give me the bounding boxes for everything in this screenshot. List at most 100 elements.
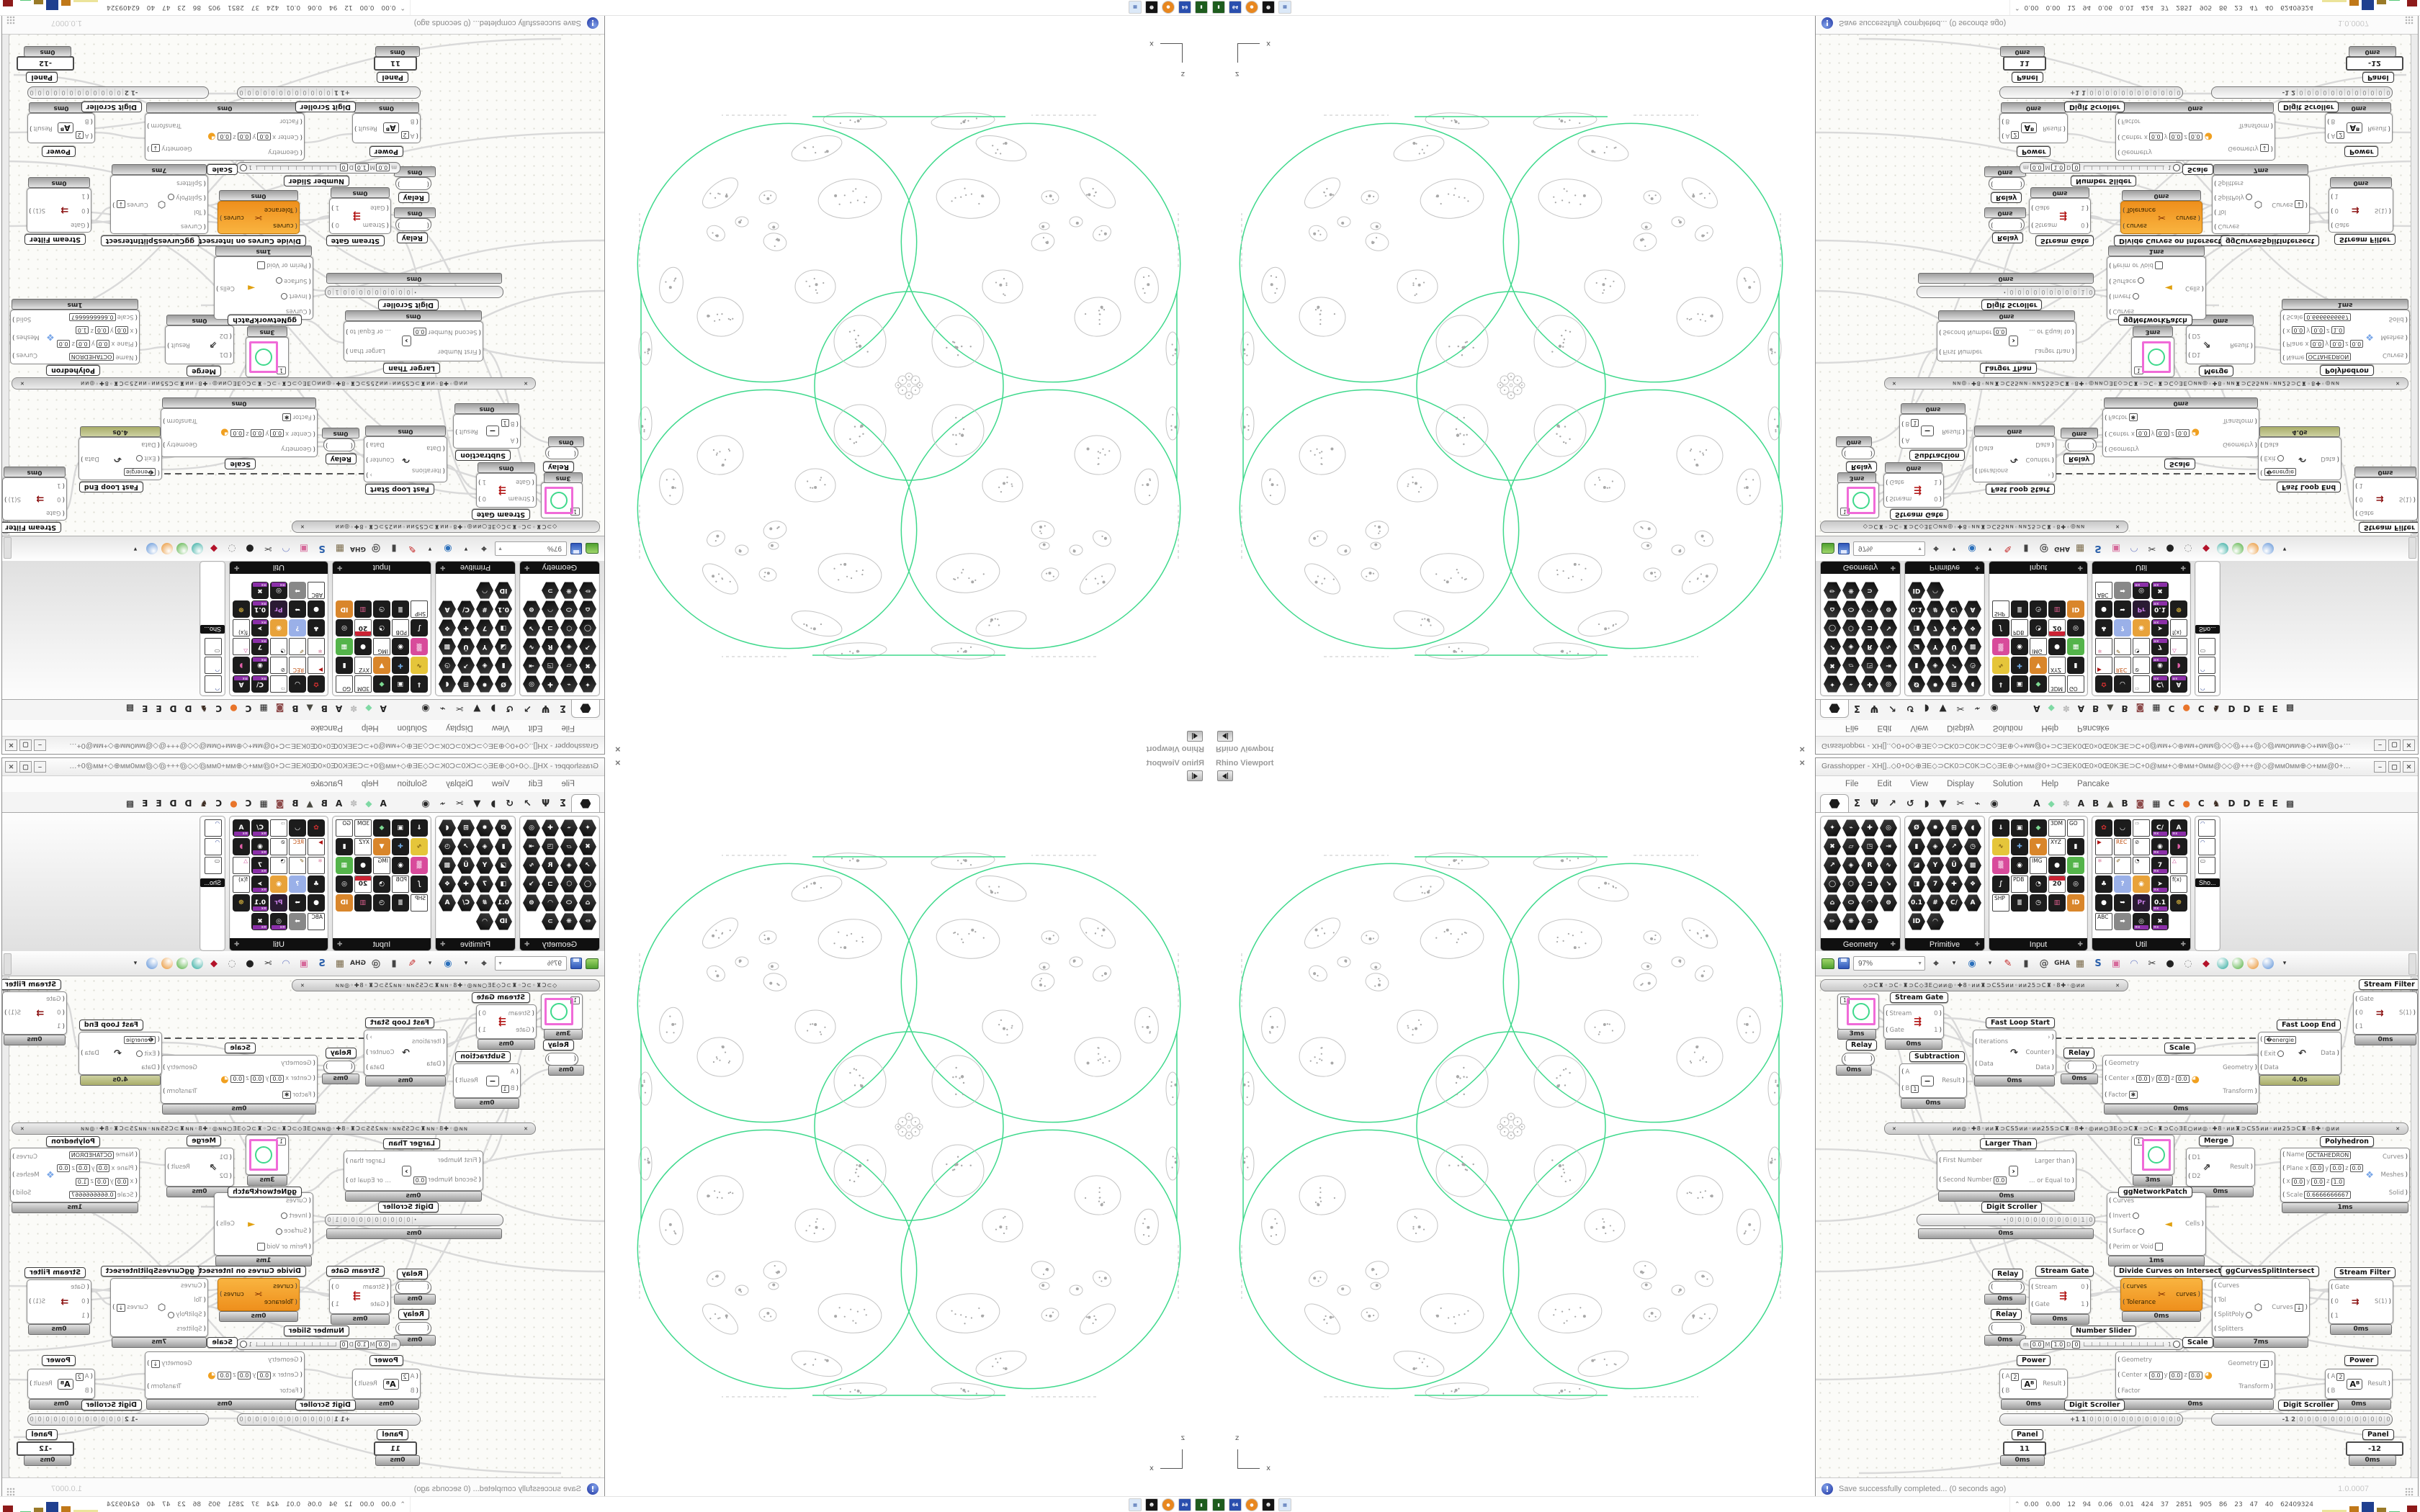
tab-plugin-1[interactable]: ◆ [365,798,372,809]
palette-icon[interactable]: 7 ≡x [251,857,269,874]
palette-icon[interactable]: ◔ [270,857,287,874]
palette-icon[interactable]: ▮ [336,657,353,674]
palette-icon[interactable]: ● [2048,638,2066,655]
tab-category-5[interactable]: ▼ [473,798,481,809]
calculator-tray-icon[interactable]: ▦ [1129,1,1142,14]
title-bar[interactable]: Grasshopper - XH[]..◇0+0◇⊕ƎE◇⊃CK0⊃C0K⊃C◇… [2,758,604,776]
palette-icon[interactable]: ◨ [1908,619,1925,636]
palette-icon[interactable]: ⊘ [2133,657,2150,674]
palette-icon[interactable]: ↗ [579,857,596,874]
digit-scroller[interactable]: · 0 0 0 0 0 0 0 0 0 1 0 [325,1214,503,1226]
menu-item-display[interactable]: Display [446,780,473,788]
ball-green-button[interactable] [176,543,188,554]
palette-expand-icon[interactable]: ✚ [234,564,240,572]
palette-icon[interactable]: ≣ [2011,894,2028,912]
palette-icon[interactable]: ◉ ≡x [251,838,269,855]
gem-red-button[interactable]: ◆ [2202,958,2210,969]
palette-icon[interactable]: ⇨ [2133,819,2150,837]
relay-node[interactable]: () [1989,177,2025,190]
box-display-button[interactable]: ▮ [2023,543,2029,554]
calculator-tray-icon[interactable]: ▦ [1278,1,1291,14]
palette-icon[interactable]: ⊃ [1861,913,1878,930]
palette-icon[interactable]: ◈ [560,638,578,655]
palette-icon[interactable]: ▩ [1964,857,1981,874]
palette-icon[interactable]: ☸ [2170,894,2187,912]
palette-caption-primitive[interactable]: Primitive ✚ [436,562,515,574]
palette-icon[interactable]: ◳ [542,657,559,674]
palette-icon[interactable]: ◠ [1861,894,1878,912]
palette-icon[interactable]: ABC [2095,913,2112,930]
palette-icon[interactable]: ✿ [2095,819,2112,837]
tab-plugin-10[interactable]: ● [230,703,238,714]
palette-icon[interactable]: ✿ [2095,675,2112,693]
palette-icon[interactable]: ▒ [1992,857,2009,874]
menu-item-help[interactable]: Help [2041,724,2059,732]
palette-icon[interactable]: ✖ [1824,657,1841,674]
tab-category-7[interactable]: ⌁ [1974,703,1981,714]
component-label[interactable]: Relay [1846,1040,1878,1050]
palette-caption-geometry[interactable]: Geometry ✚ [520,938,599,950]
palette-icon[interactable]: ABC [308,582,325,599]
palette-icon[interactable]: Pr [2133,894,2150,912]
rhino-viewport[interactable]: Rhino Viewport ✕ z x [1210,756,1814,1496]
palette-icon[interactable]: ⌁ [1842,675,1860,693]
balloon-button[interactable]: ◠ [2130,958,2138,969]
palette-icon[interactable]: IMG [373,638,390,655]
minimize-button[interactable]: – [2374,739,2386,751]
tab-plugin-8[interactable]: ▦ [2152,703,2161,714]
palette-icon[interactable]: ⇓ [1992,675,2009,693]
component-label[interactable]: Polyhedron [46,365,100,376]
palette-expand-icon[interactable]: ✚ [524,940,530,948]
component-label[interactable]: Digit Scroller [1981,300,2043,310]
palette-caption-util[interactable]: Util ✚ [2092,938,2190,950]
palette-icon[interactable]: ⊞ [457,675,475,693]
palette-icon[interactable]: ⊜ [523,600,540,618]
component-label[interactable]: ggCurvesSplitIntersect [2220,235,2320,246]
palette-icon[interactable]: ❋ [560,582,578,599]
palette-icon[interactable]: 7 ≡x [251,638,269,655]
box-display-button[interactable]: ▮ [2023,958,2029,969]
zoom-caret[interactable]: ▾ [1952,545,1956,552]
component-label[interactable]: Relay [325,454,357,464]
palette-icon[interactable]: ◆ [2030,819,2047,837]
stream-filter-node[interactable]: (Gate(0(1 ⇉ S(1)) [2353,477,2418,521]
palette-icon[interactable]: ⊃ [542,582,559,599]
palette-icon[interactable]: ✚ [2011,838,2028,855]
palette-icon[interactable]: C/≡x [2151,675,2169,693]
resize-grip[interactable] [6,1488,15,1496]
menu-item-edit[interactable]: Edit [528,724,543,732]
panel-node[interactable]: -12 [2346,56,2403,71]
tab-category-0[interactable]: Σ [560,798,566,809]
panel-node[interactable]: -12 [17,1441,74,1456]
palette-icon[interactable]: △ [233,857,250,874]
ball-teal-button[interactable] [192,543,203,554]
maximize-button[interactable]: ▢ [19,739,32,751]
palette-icon[interactable]: Pr [270,894,287,912]
palette-icon[interactable]: ◷ [439,657,456,674]
component-label[interactable]: Digit Scroller [81,1400,142,1410]
tab-plugin-11[interactable]: C [2197,798,2205,809]
component-label[interactable]: Scale [2164,1043,2195,1053]
package-button[interactable]: ▣ [2111,958,2121,969]
canvas-scrollbar[interactable] [2411,976,2418,1477]
palette-icon[interactable]: # [1927,600,1944,618]
component-label[interactable]: Stream Filter [24,234,86,245]
palette-icon[interactable]: ▶ [2095,838,2112,855]
component-label[interactable]: Divide Curves on Intersects [2114,235,2231,246]
palette-icon[interactable]: ▭ [205,857,222,874]
palette-icon[interactable]: ↘ [1880,619,1897,636]
remote-control-button[interactable]: @ [371,958,381,969]
palette-icon[interactable]: ◪ [495,857,512,874]
menu-item-view[interactable]: View [1910,724,1929,732]
tab-category-3[interactable]: ↺ [506,703,514,714]
palette-icon[interactable]: Y [1927,857,1944,874]
fast-loop-start-node[interactable]: (Iterations(Data ↷ ›) Counter) Data) [1973,1030,2056,1076]
palette-icon[interactable]: ◗ [2170,838,2187,855]
relay-node[interactable]: () [395,1281,431,1294]
palette-icon[interactable]: ◨ [495,619,512,636]
palette-caption-input[interactable]: Input ✚ [1989,562,2087,574]
palette-icon[interactable]: ≣ [2011,600,2028,618]
tab-category-7[interactable]: ⌁ [439,703,446,714]
palette-icon[interactable]: ⇥ [1880,657,1897,674]
ggcurvessplitintersect-node[interactable]: (Curves(Tol(SplitPoly (Splitters ⬡ Curves … [110,1278,208,1337]
